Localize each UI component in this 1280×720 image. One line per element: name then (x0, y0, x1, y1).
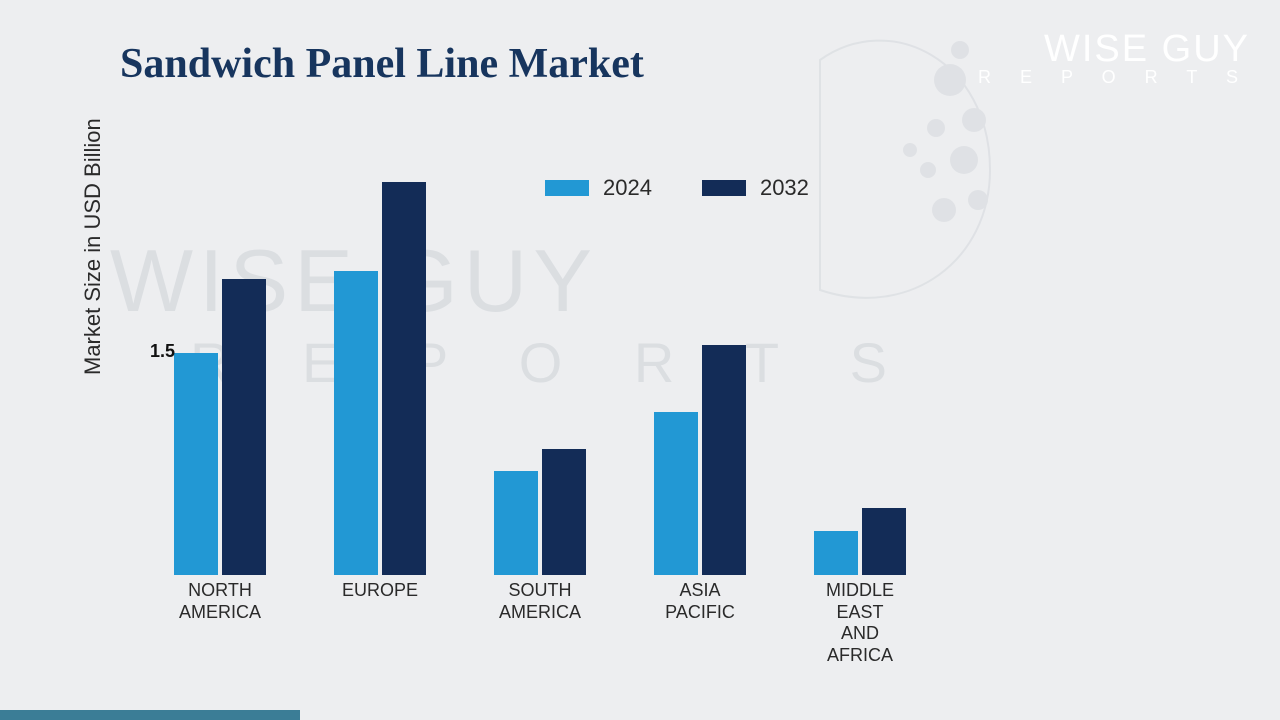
x-axis-label: ASIAPACIFIC (630, 580, 770, 623)
y-axis-label: Market Size in USD Billion (80, 118, 106, 375)
x-axis-label: MIDDLEEASTANDAFRICA (790, 580, 930, 666)
x-axis-label: SOUTHAMERICA (470, 580, 610, 623)
bar-2024 (814, 531, 858, 575)
bar-2032 (222, 279, 266, 575)
bar-chart: Market Size in USD Billion NORTHAMERICAE… (90, 175, 940, 605)
x-axis-label: EUROPE (310, 580, 450, 602)
bar-2024 (494, 471, 538, 575)
brand-line2: R E P O R T S (978, 67, 1250, 88)
plot-area (150, 175, 940, 575)
bar-2032 (382, 182, 426, 575)
bar-2024 (174, 353, 218, 575)
bar-2024 (654, 412, 698, 575)
brand-line1: WISE GUY (978, 28, 1250, 71)
bar-2024 (334, 271, 378, 575)
bottom-accent (0, 710, 300, 720)
y-tick: 1.5 (150, 341, 175, 362)
stage: Sandwich Panel Line Market WISE GUY R E … (0, 0, 1280, 720)
brand-logo: WISE GUY R E P O R T S (978, 28, 1250, 88)
bar-2032 (702, 345, 746, 575)
bar-2032 (542, 449, 586, 575)
page-title: Sandwich Panel Line Market (120, 40, 644, 88)
x-axis-label: NORTHAMERICA (150, 580, 290, 623)
bar-2032 (862, 508, 906, 575)
